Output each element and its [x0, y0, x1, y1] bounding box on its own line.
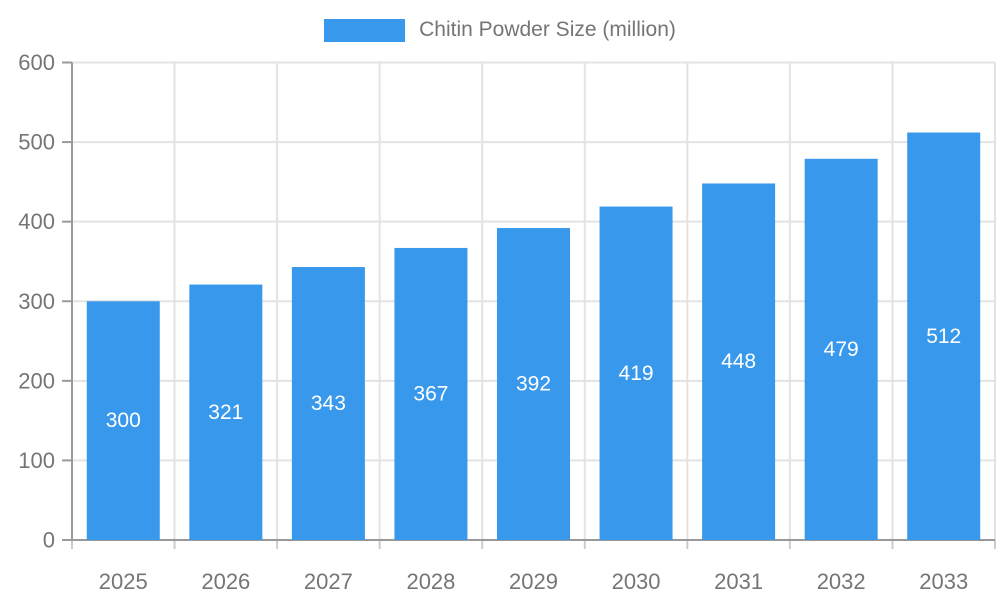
bar-value-label: 367 — [413, 382, 448, 405]
legend-item[interactable]: Chitin Powder Size (million) — [0, 18, 1000, 42]
x-tick-label: 2026 — [201, 569, 250, 594]
x-tick-label: 2028 — [406, 569, 455, 594]
y-tick-label: 100 — [18, 448, 55, 473]
bar-2031 — [702, 183, 776, 540]
x-tick-label: 2027 — [304, 569, 353, 594]
bar-2025 — [86, 301, 160, 540]
bar-2033 — [907, 132, 981, 541]
bar-value-label: 419 — [619, 362, 654, 385]
x-tick-label: 2033 — [919, 569, 968, 594]
x-tick-label: 2032 — [817, 569, 866, 594]
bar-value-label: 512 — [926, 325, 961, 348]
bar-value-label: 300 — [106, 409, 141, 432]
x-tick-label: 2030 — [612, 569, 661, 594]
bar-value-label: 392 — [516, 373, 551, 396]
x-tick-label: 2025 — [99, 569, 148, 594]
y-tick-label: 400 — [18, 209, 55, 234]
bar-2030 — [599, 206, 673, 540]
bar-2029 — [497, 228, 570, 541]
bar-2032 — [804, 158, 878, 540]
bar-value-label: 343 — [311, 392, 346, 415]
bar-value-label: 321 — [208, 401, 243, 424]
x-tick-label: 2031 — [714, 569, 763, 594]
y-tick-label: 200 — [18, 368, 55, 393]
bar-2027 — [291, 267, 365, 540]
bar-2028 — [394, 247, 468, 540]
legend-label: Chitin Powder Size (million) — [419, 18, 676, 41]
y-tick-label: 600 — [18, 50, 55, 75]
bar-value-label: 448 — [721, 350, 756, 373]
y-tick-label: 500 — [18, 130, 55, 155]
bar-value-label: 479 — [824, 338, 859, 361]
legend-swatch — [324, 18, 406, 42]
x-tick-label: 2029 — [509, 569, 558, 594]
y-tick-label: 300 — [18, 289, 55, 314]
bar-2026 — [189, 284, 263, 540]
y-tick-label: 0 — [43, 528, 55, 553]
